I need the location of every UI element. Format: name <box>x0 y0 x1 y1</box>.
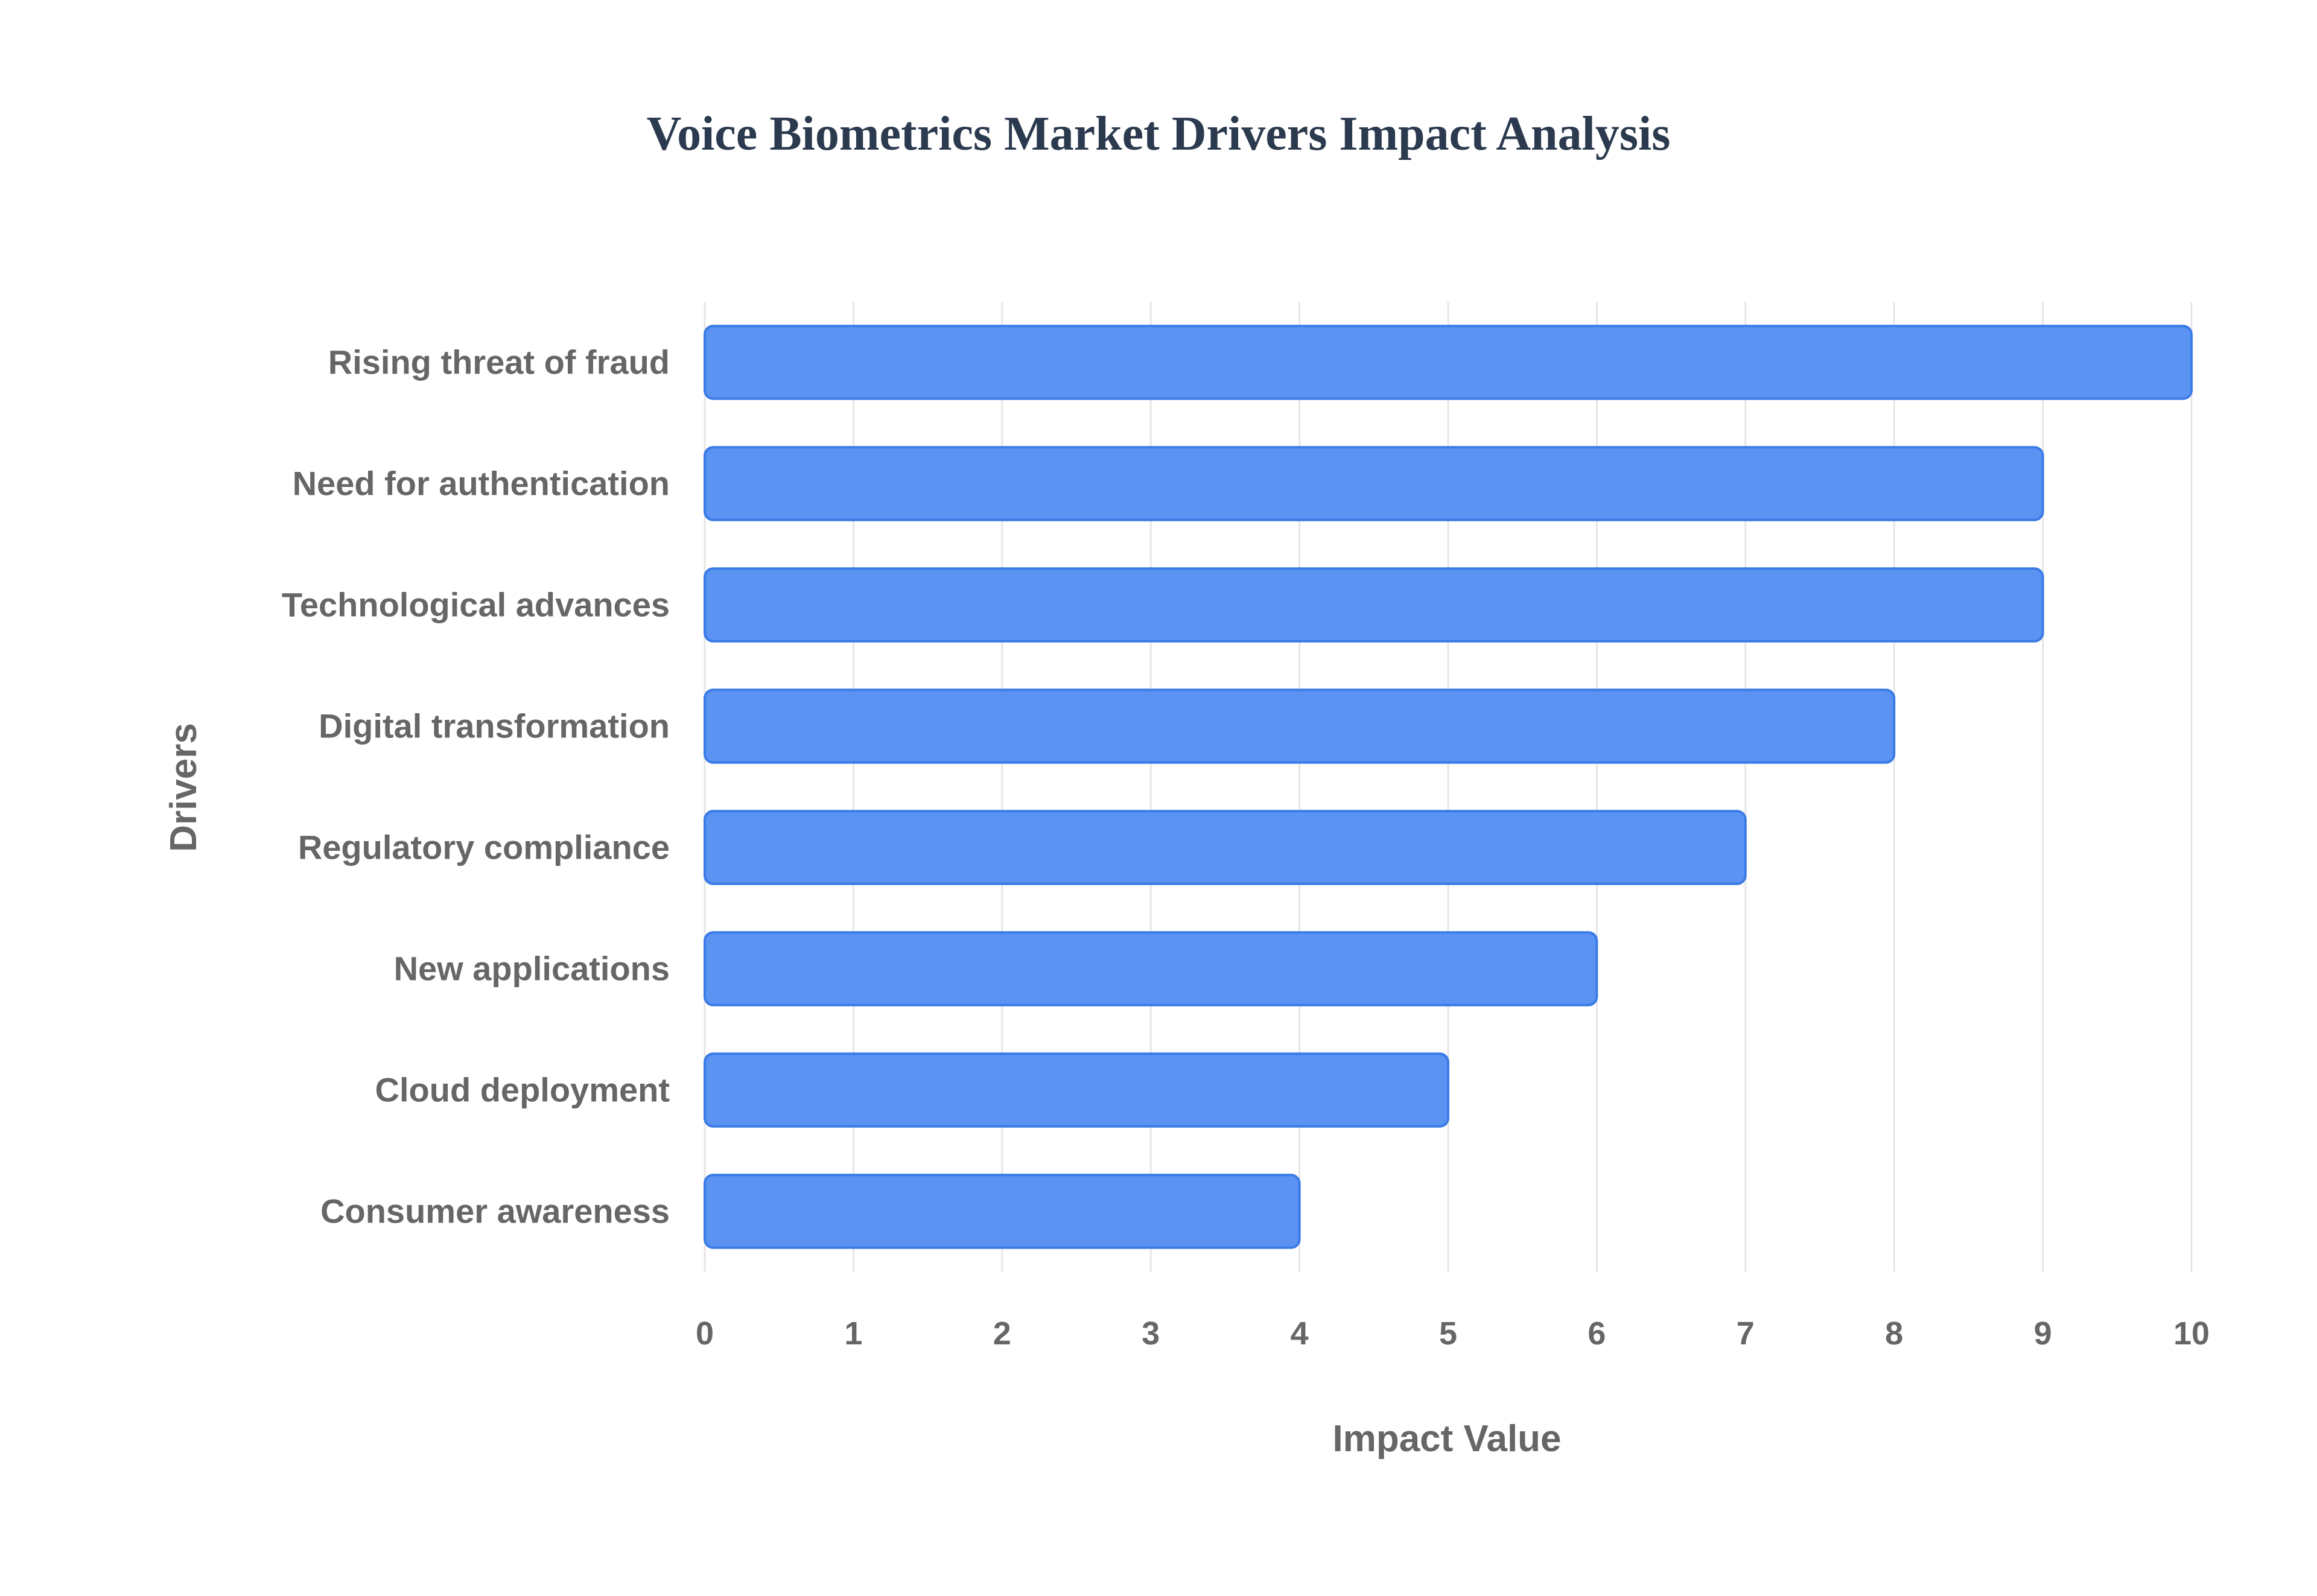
bar <box>705 1054 1448 1127</box>
x-tick-label: 3 <box>1142 1315 1160 1352</box>
bar <box>705 326 2191 399</box>
category-label: New applications <box>394 950 670 988</box>
x-tick-label: 0 <box>696 1315 714 1352</box>
x-tick-label: 8 <box>1885 1315 1903 1352</box>
bar <box>705 447 2043 520</box>
y-axis-title: Drivers <box>163 723 205 852</box>
x-tick-label: 1 <box>844 1315 862 1352</box>
category-label: Digital transformation <box>319 707 670 745</box>
bar <box>705 932 1597 1005</box>
bar <box>705 690 1894 763</box>
x-tick-label: 9 <box>2034 1315 2052 1352</box>
category-label: Consumer awareness <box>320 1192 670 1230</box>
x-tick-label: 10 <box>2173 1315 2210 1352</box>
bar <box>705 568 2043 641</box>
category-label: Cloud deployment <box>375 1071 670 1109</box>
category-label: Regulatory compliance <box>298 828 670 866</box>
bar <box>705 811 1746 884</box>
x-tick-label: 6 <box>1588 1315 1606 1352</box>
category-label: Technological advances <box>282 586 670 624</box>
x-tick-label: 5 <box>1439 1315 1457 1352</box>
x-axis-title: Impact Value <box>1332 1418 1561 1460</box>
category-labels: Rising threat of fraud Need for authentic… <box>282 343 670 1230</box>
x-tick-labels: 0 1 2 3 4 5 6 7 8 9 10 <box>696 1315 2210 1352</box>
chart-title: Voice Biometrics Market Drivers Impact A… <box>647 107 1671 161</box>
x-tick-label: 4 <box>1291 1315 1309 1352</box>
category-label: Rising threat of fraud <box>328 343 670 381</box>
x-tick-label: 7 <box>1737 1315 1755 1352</box>
category-label: Need for authentication <box>293 465 670 503</box>
bar <box>705 1175 1300 1248</box>
x-tick-label: 2 <box>993 1315 1011 1352</box>
